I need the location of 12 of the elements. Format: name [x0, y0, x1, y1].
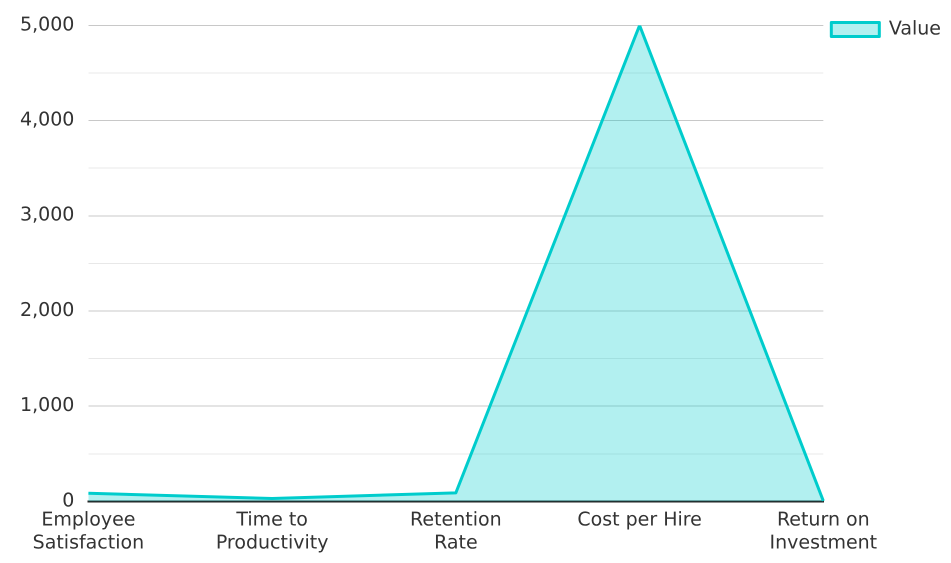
x-tick-label: Retention Rate: [410, 508, 502, 554]
y-tick-label: 1,000: [20, 394, 74, 416]
y-tick-label: 2,000: [20, 298, 74, 321]
x-tick-label: Cost per Hire: [577, 508, 702, 531]
y-tick-label: 4,000: [20, 108, 74, 131]
x-tick-label: Time to Productivity: [216, 508, 328, 554]
legend-label: Value: [888, 17, 942, 40]
y-tick-label: 0: [62, 489, 74, 512]
y-tick-label: 3,000: [20, 204, 74, 226]
y-tick-label: 5,000: [20, 13, 74, 36]
x-tick-label: Return on Investment: [770, 508, 878, 554]
x-tick-label: Employee Satisfaction: [32, 508, 144, 554]
